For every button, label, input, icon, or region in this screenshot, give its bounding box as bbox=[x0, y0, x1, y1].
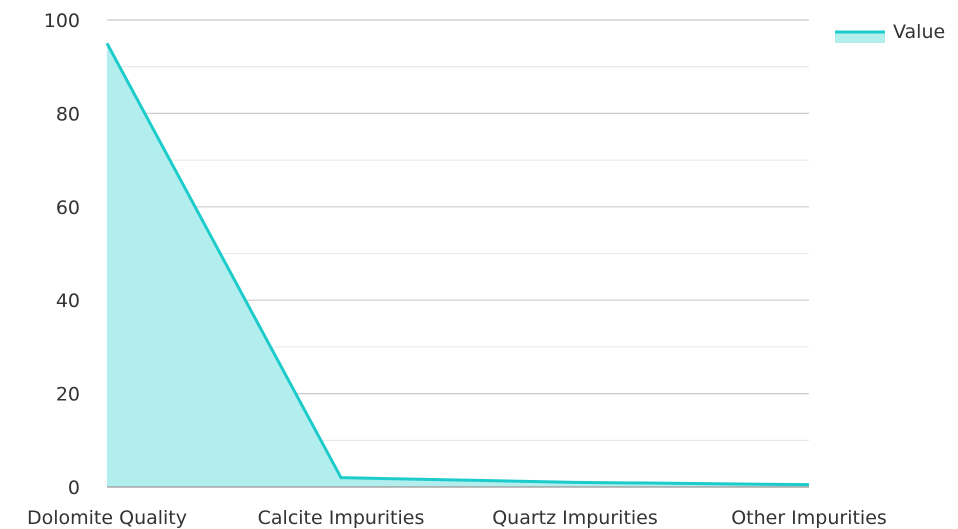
y-tick-label: 80 bbox=[56, 103, 80, 125]
x-tick-label: Calcite Impurities bbox=[258, 507, 425, 529]
y-tick-label: 60 bbox=[56, 197, 80, 219]
x-axis-tick-labels: Dolomite Quality Calcite Impurities Quartz… bbox=[27, 507, 887, 529]
legend-swatch-fill bbox=[835, 32, 885, 43]
area-fill-layer bbox=[107, 43, 809, 487]
legend-label-value: Value bbox=[893, 21, 945, 43]
x-tick-label: Dolomite Quality bbox=[27, 507, 187, 529]
y-tick-label: 100 bbox=[44, 10, 80, 32]
y-axis-tick-labels: 0 20 40 60 80 100 bbox=[44, 10, 80, 499]
y-tick-label: 20 bbox=[56, 384, 80, 406]
series-line-layer bbox=[105, 42, 810, 487]
x-tick-label: Other Impurities bbox=[731, 507, 887, 529]
y-tick-label: 0 bbox=[68, 477, 80, 499]
x-tick-label: Quartz Impurities bbox=[492, 507, 658, 529]
y-tick-label: 40 bbox=[56, 290, 80, 312]
series-area-value bbox=[107, 43, 809, 487]
legend: Value bbox=[835, 21, 945, 43]
series-line-value bbox=[105, 42, 810, 487]
